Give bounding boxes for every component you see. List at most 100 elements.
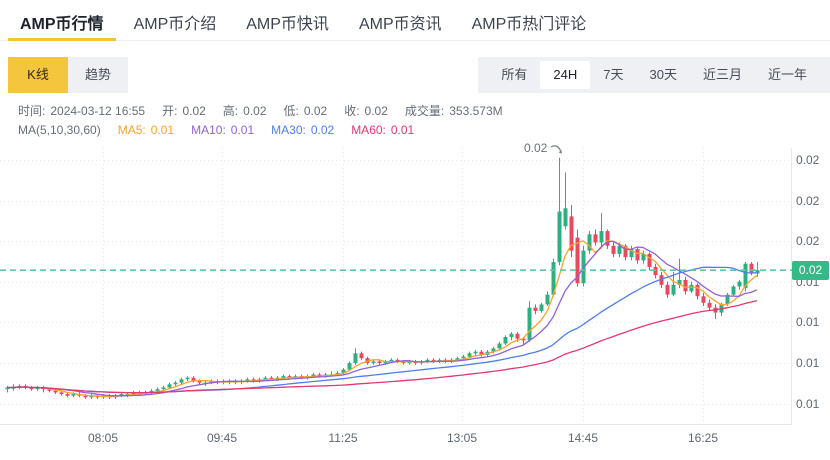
candle-up (539, 304, 544, 311)
x-axis-label: 16:25 (687, 431, 719, 445)
legend-ma30-value: 0.02 (310, 123, 335, 137)
legend-high-value: 0.02 (243, 104, 267, 118)
y-axis-label: 0.02 (796, 153, 820, 167)
candle-down (395, 359, 400, 362)
trend-button[interactable]: 趋势 (68, 57, 128, 93)
candle-up (173, 382, 178, 385)
candle-up (545, 294, 550, 305)
tab-hot-comments[interactable]: AMP币热门评论 (471, 16, 587, 33)
candle-down (59, 392, 64, 395)
candle-up (557, 211, 562, 263)
x-axis-label: 14:45 (567, 431, 599, 445)
candle-up (263, 377, 268, 380)
candle-down (665, 284, 670, 295)
legend-time-label: 时间: (18, 104, 46, 118)
chart-legend: 时间: 2024-03-12 16:55 开: 0.02 高: 0.02 低: 0.02 收: 0… (0, 93, 830, 140)
candle-down (29, 387, 34, 390)
curved-arrow-icon (551, 144, 563, 154)
candle-down (287, 376, 292, 378)
ma10-line (7, 240, 758, 397)
kline-button[interactable]: K线 (8, 57, 68, 93)
candle-up (743, 263, 748, 289)
candle-down (269, 377, 274, 380)
legend-ma5-label: MA5: (117, 123, 146, 137)
legend-ma-prefix: MA(5,10,30,60) (18, 123, 101, 137)
legend-volume-label: 成交量: (404, 104, 445, 118)
range-7d-button[interactable]: 7天 (603, 67, 624, 82)
candle-down (479, 351, 484, 355)
tab-quotes[interactable]: AMP币行情 (8, 0, 116, 41)
candle-down (83, 395, 88, 398)
candle-up (689, 284, 694, 292)
kline-chart[interactable]: 0.02 0.02 0.02 0.02 0.02 0.01 0.01 0.01 0.01 08… (0, 140, 830, 460)
candle-down (653, 266, 658, 276)
candle-down (575, 237, 580, 284)
candle-down (53, 390, 58, 393)
ohlc-legend-row: 时间: 2024-03-12 16:55 开: 0.02 高: 0.02 低: 0.02 收: 0… (18, 102, 830, 121)
range-30d-button[interactable]: 30天 (649, 67, 677, 82)
candle-up (551, 262, 556, 295)
candle-up (347, 363, 352, 370)
y-axis-label: 0.01 (796, 397, 820, 411)
candle-down (515, 333, 520, 339)
candle-up (341, 369, 346, 373)
candle-up (335, 372, 340, 375)
candle-up (455, 358, 460, 360)
candle-up (677, 279, 682, 285)
candle-up (11, 387, 16, 389)
candle-up (311, 374, 316, 377)
candle-up (671, 284, 676, 295)
candle-up (509, 333, 514, 338)
chart-type-switch: K线 趋势 (8, 57, 128, 93)
candle-up (617, 245, 622, 254)
candle-up (179, 379, 184, 383)
candle-up (497, 343, 502, 349)
x-axis-label: 13:05 (446, 431, 478, 445)
range-all-button[interactable]: 所有 (501, 67, 528, 82)
range-1y-button[interactable]: 近一年 (767, 67, 807, 82)
candle-up (725, 294, 730, 305)
candle-down (635, 249, 640, 261)
legend-ma5: MA5: 0.01 (118, 121, 174, 140)
candle-down (659, 275, 664, 285)
candle-up (503, 337, 508, 344)
legend-time-value: 2024-03-12 16:55 (50, 104, 146, 118)
candle-up (35, 387, 40, 390)
legend-ma10: MA10: 0.01 (191, 121, 254, 140)
y-axis-label: 0.02 (796, 194, 820, 208)
candle-up (161, 387, 166, 390)
candle-down (623, 245, 628, 258)
candle-up (5, 387, 10, 390)
tab-flash-news[interactable]: AMP币快讯 (246, 16, 329, 33)
candle-down (377, 361, 382, 364)
candle-down (707, 302, 712, 308)
candle-down (701, 296, 706, 303)
current-price-badge: 0.02 (792, 261, 829, 280)
tab-information[interactable]: AMP币资讯 (358, 16, 442, 33)
range-3m-button[interactable]: 近三月 (702, 67, 742, 82)
candle-down (365, 358, 370, 364)
tab-intro[interactable]: AMP币介绍 (133, 16, 217, 33)
kline-plot-canvas (0, 148, 792, 425)
legend-high: 高: 0.02 (223, 102, 267, 121)
candle-up (209, 381, 214, 383)
candle-up (587, 234, 592, 251)
candle-down (749, 263, 754, 274)
candle-up (737, 281, 742, 287)
candle-up (71, 394, 76, 396)
legend-close-value: 0.02 (364, 104, 388, 118)
candle-down (359, 353, 364, 359)
candle-up (185, 377, 190, 380)
ma30-line (7, 266, 758, 394)
candle-down (533, 307, 538, 311)
candle-up (281, 376, 286, 378)
candle-up (491, 348, 496, 352)
tab-bar: AMP币行情 AMP币介绍 AMP币快讯 AMP币资讯 AMP币热门评论 (0, 0, 830, 41)
legend-low-value: 0.02 (303, 104, 328, 118)
legend-open-label: 开: (162, 104, 178, 118)
candle-up (731, 286, 736, 295)
candle-down (611, 245, 616, 254)
x-axis-label: 11:25 (328, 431, 358, 445)
range-24h-button[interactable]: 24H (540, 61, 591, 89)
legend-time: 时间: 2024-03-12 16:55 (18, 102, 145, 121)
